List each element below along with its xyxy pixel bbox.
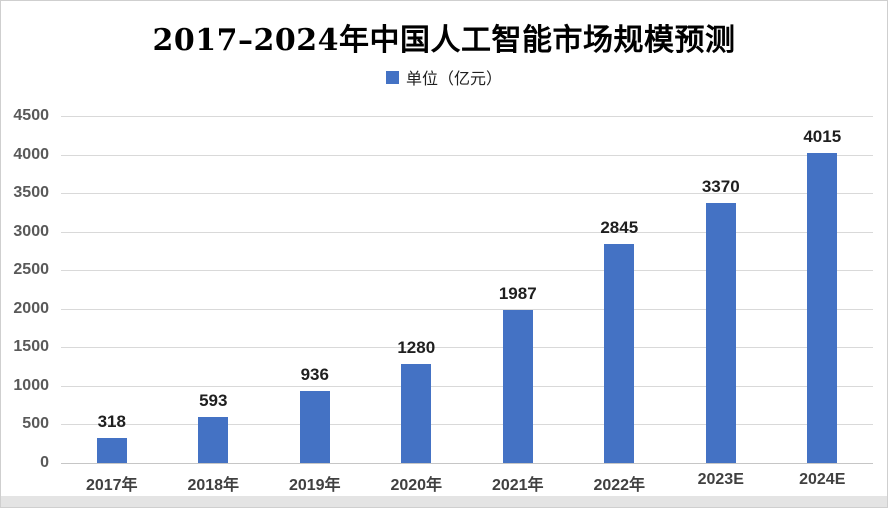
bar-2021年 [502,309,533,463]
legend: 单位（亿元） [1,65,887,89]
gridline-500 [61,424,873,426]
gridline-1500 [61,347,873,349]
x-tick-label: 2020年 [390,477,443,494]
y-tick-label: 4500 [13,107,49,124]
gridline-3000 [61,231,873,233]
y-tick-label: 3000 [13,222,49,240]
bar-2023E [705,203,736,463]
y-tick-label: 4000 [13,145,49,163]
x-tick-label: 2019年 [288,477,341,494]
x-tick-label: 2023E [697,471,744,488]
bar-2020年 [401,364,432,463]
gridline-3500 [61,193,873,195]
gridline-4500 [61,116,873,117]
y-tick-label: 2000 [13,299,49,317]
bar-2022年 [604,243,635,463]
bar-value-label: 593 [199,391,228,411]
bar-value-label: 936 [300,364,329,384]
x-tick-label: 2022年 [593,477,646,494]
bar-value-label: 4015 [803,127,842,147]
y-tick-label: 0 [40,454,49,471]
bar-value-label: 1280 [397,338,436,358]
gridline-1000 [61,385,873,387]
bar-value-label: 2845 [600,217,639,237]
bar-2024E [807,153,838,463]
y-tick-label: 1500 [13,338,49,356]
bar-2018年 [198,417,229,463]
y-tick-label: 1000 [13,376,49,394]
bar-2019年 [299,390,330,463]
gridline-2000 [61,308,873,310]
y-tick-label: 500 [22,415,49,433]
y-tick-label: 3500 [13,184,49,202]
x-tick-label: 2018年 [187,477,240,494]
bar-value-label: 1987 [498,283,537,303]
x-tick-label: 2021年 [491,477,544,494]
x-tick-label: 2017年 [85,477,138,494]
gridline-0 [61,463,873,464]
gridline-4000 [61,154,873,156]
gridline-2500 [61,270,873,272]
bottom-band [1,496,887,507]
x-tick-label: 2024E [799,471,846,488]
chart-title: 2017–2024年中国人工智能市场规模预测 [152,23,736,58]
legend-label: 单位（亿元） [405,69,502,88]
y-tick-label: 2500 [13,261,49,279]
bar-value-label: 3370 [701,177,740,197]
bar-2017年 [96,438,127,463]
legend-swatch-icon [385,70,399,84]
bar-value-label: 318 [97,412,126,432]
plot-area: 318 593 936 1280 1987 2845 3370 4015 [61,116,873,464]
